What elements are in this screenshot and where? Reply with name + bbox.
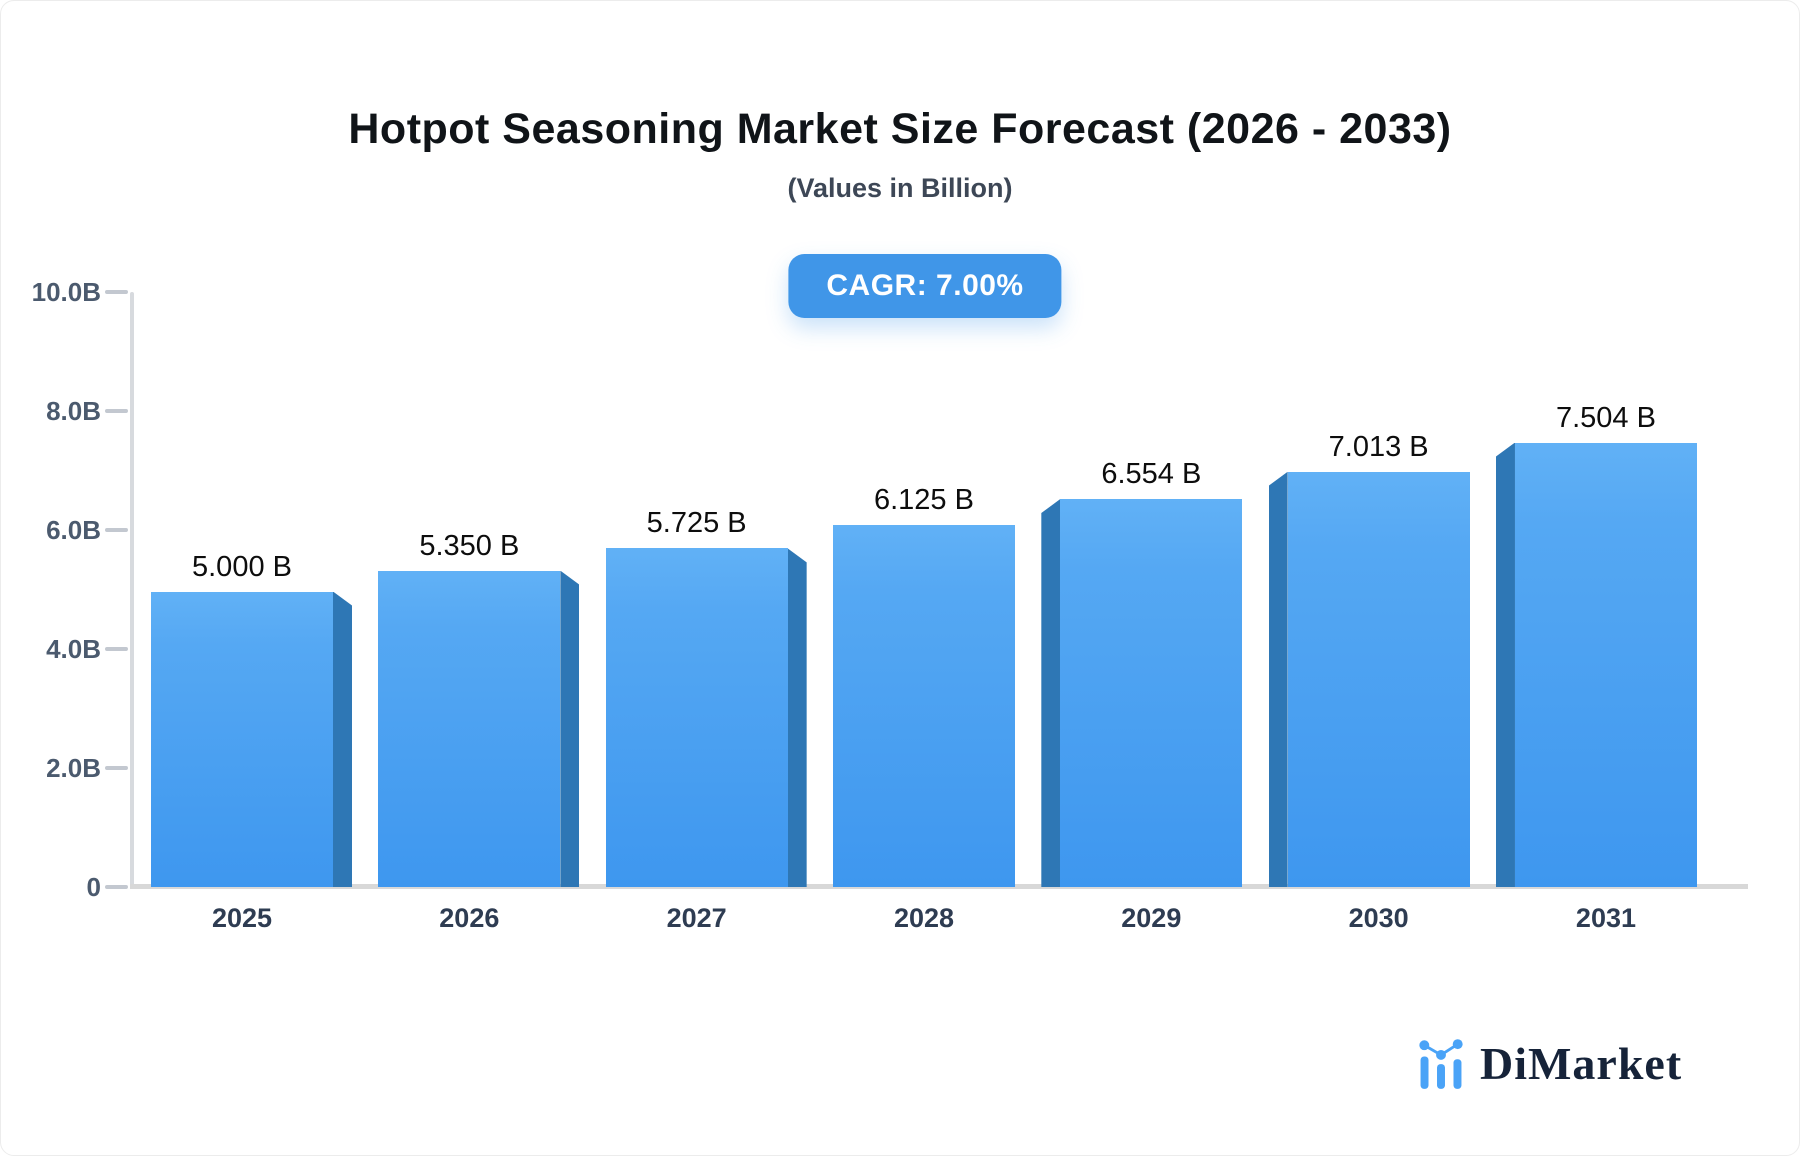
bar [605,548,788,887]
cagr-badge: CAGR: 7.00% [788,254,1062,318]
bar [1514,442,1697,887]
x-tick-label: 2028 [893,903,955,933]
y-axis-line [130,292,134,887]
x-tick-label: 2025 [211,903,273,933]
bar-value-label: 5.725 B [646,507,747,540]
bar-value-label: 7.013 B [1328,430,1429,463]
y-tick-dash [105,647,128,651]
logo-text: DiMarket [1480,1037,1683,1089]
bar-side-panel [1495,442,1515,887]
y-tick-dash [105,528,128,532]
x-tick-label: 2029 [1121,903,1182,933]
bar-side-panel [1268,471,1288,887]
bar [1287,471,1470,887]
y-tick-dash [105,290,128,294]
bar [378,570,561,887]
x-tick-label: 2027 [666,903,727,933]
y-tick-label: 10.0B [31,277,101,307]
y-tick-label: 4.0B [46,634,101,664]
bar-chart-icon [1419,1039,1463,1089]
bar-value-label: 6.125 B [873,483,974,516]
bar [832,524,1015,887]
y-tick-dash [105,885,128,889]
dimarket-logo: DiMarket [1417,1035,1682,1091]
bar [1060,499,1243,887]
bar-value-label: 5.000 B [192,550,292,583]
bar-side-panel [787,548,807,887]
y-tick-label: 2.0B [46,753,101,783]
chart-title: Hotpot Seasoning Market Size Forecast (2… [348,105,1452,153]
bar-value-label: 5.350 B [419,529,520,562]
bar [151,591,333,887]
y-tick-label: 8.0B [46,396,101,426]
y-tick-dash [105,409,128,413]
y-tick-dash [105,766,128,770]
bar-side-panel [1041,499,1061,887]
x-tick-label: 2026 [439,903,500,933]
bar-value-label: 7.504 B [1555,401,1656,434]
chart-subtitle: (Values in Billion) [787,173,1013,203]
bar-side-panel [333,591,352,887]
y-tick-label: 0 [86,872,101,902]
bar-side-panel [560,570,580,887]
x-tick-label: 2030 [1348,903,1409,933]
bar-value-label: 6.554 B [1101,458,1202,491]
x-tick-label: 2031 [1575,903,1636,933]
y-tick-label: 6.0B [46,515,101,545]
